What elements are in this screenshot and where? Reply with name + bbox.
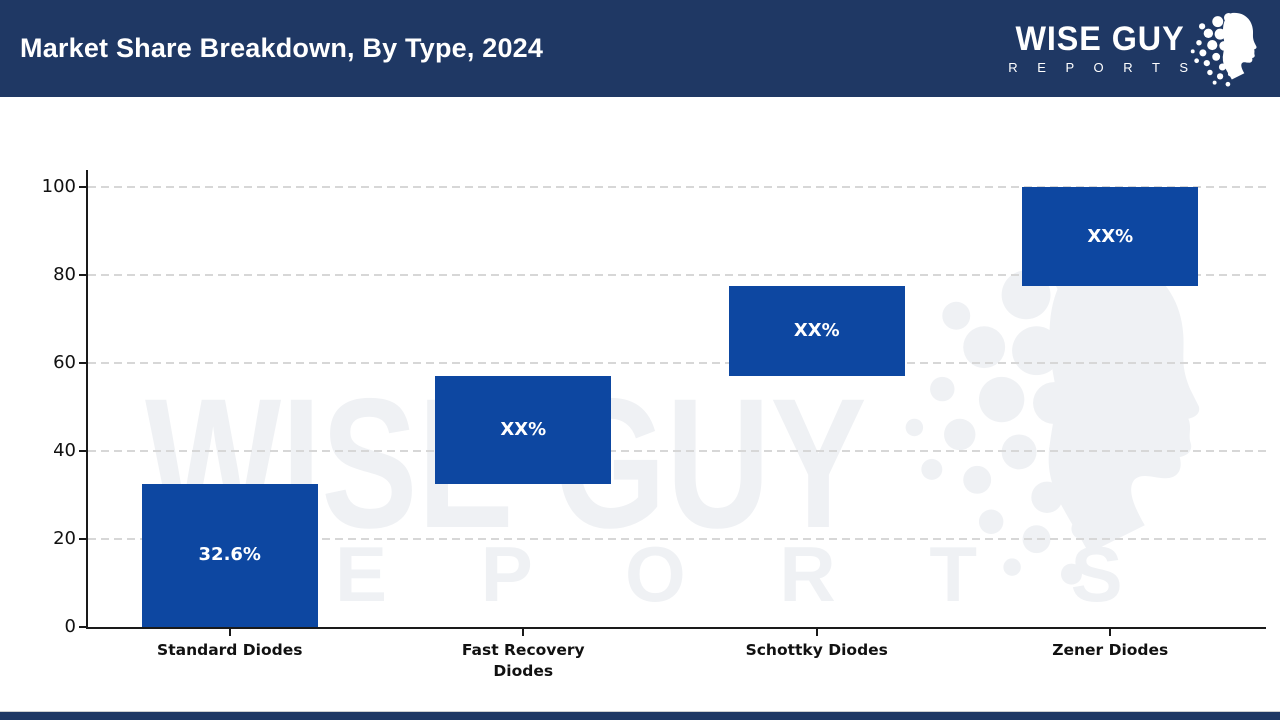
header-bar: Market Share Breakdown, By Type, 2024 WI… [0,0,1280,97]
gridline-80 [88,274,1266,276]
bar-fast-recovery-diodes [435,376,612,484]
x-axis-label-standard-diodes: Standard Diodes [157,641,303,659]
bar-schottky-diodes [728,286,905,377]
gridline-60 [88,362,1266,364]
y-tick-mark-40 [79,450,86,452]
logo-subtitle: R E P O R T S [1008,60,1196,75]
y-tick-label-40: 40 [53,440,76,461]
wise-guy-reports-logo: WISE GUY R E P O R T S [1004,6,1280,92]
bar-value-label-schottky-diodes: XX% [793,320,840,342]
bar-value-label-zener-diodes: XX% [1087,225,1134,247]
logo-head-profile-icon [1190,12,1257,87]
y-tick-mark-80 [79,274,86,276]
watermark-subtitle: R E P O R T S [185,530,1159,618]
x-axis-line [86,627,1266,629]
bar-value-label-standard-diodes: 32.6% [198,544,261,566]
bar-standard-diodes [141,483,318,627]
y-tick-mark-0 [79,626,86,628]
x-axis-label-fast-recovery-diodes: Fast Recovery Diodes [461,641,585,680]
logo-text: WISE GUY R E P O R T S [1004,22,1196,75]
y-tick-label-80: 80 [53,264,76,285]
y-axis-line [86,170,88,629]
gridline-100 [88,186,1266,188]
logo-wordmark: WISE GUY [1015,20,1185,58]
x-axis-label-zener-diodes: Zener Diodes [1052,641,1169,659]
y-tick-mark-60 [79,362,86,364]
footer-bar [0,711,1280,720]
x-tick-mark-zener-diodes [1109,629,1112,636]
gridline-20 [88,538,1266,540]
x-tick-mark-standard-diodes [228,629,231,636]
x-tick-mark-schottky-diodes [815,629,818,636]
chart-area: WISE GUY R E P O R T S 0 20 40 60 80 100 32.6%… [0,97,1280,712]
y-tick-mark-100 [79,186,86,188]
page-title: Market Share Breakdown, By Type, 2024 [20,33,544,63]
x-tick-mark-fast-recovery-diodes [522,629,525,636]
y-tick-label-0: 0 [64,616,76,637]
x-axis-label-schottky-diodes: Schottky Diodes [745,641,888,659]
gridline-40 [88,450,1266,452]
y-tick-mark-20 [79,538,86,540]
y-tick-label-100: 100 [41,176,76,197]
bar-value-label-fast-recovery-diodes: XX% [500,418,547,440]
y-tick-label-20: 20 [53,528,76,549]
y-tick-label-60: 60 [53,352,76,373]
